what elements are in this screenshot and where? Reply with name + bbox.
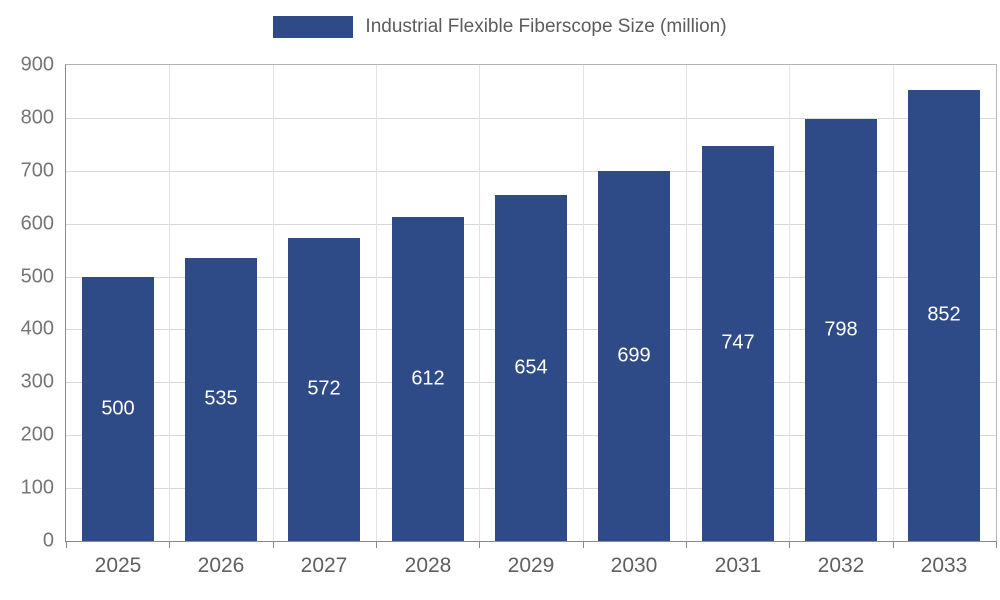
x-axis-tick-label: 2029 (507, 554, 555, 577)
bar-value-label: 798 (824, 318, 858, 341)
x-gridline (893, 65, 894, 541)
x-axis-tick (479, 542, 480, 548)
y-gridline (66, 170, 996, 172)
legend-swatch (273, 16, 354, 38)
y-axis-tick-label: 300 (20, 370, 54, 393)
x-axis-tick-label: 2026 (197, 554, 245, 577)
bar-value-label: 500 (101, 397, 135, 420)
x-axis-tick-label: 2033 (920, 554, 968, 577)
y-axis-tick-label: 800 (20, 106, 54, 129)
x-axis-tick-label: 2025 (94, 554, 142, 577)
plot-area: 0 100 200 300 400 500 600 700 800 900 500 2025 535 20… (21, 54, 997, 577)
x-gridline (273, 65, 274, 541)
bar-value-label: 612 (411, 367, 445, 390)
x-axis-tick-label: 2031 (714, 554, 762, 577)
bar-value-label: 852 (927, 303, 961, 326)
y-axis-tick-label: 400 (20, 317, 54, 340)
x-axis-tick (169, 542, 170, 548)
x-gridline (479, 65, 480, 541)
x-gridline (789, 65, 790, 541)
x-axis-tick-label: 2028 (404, 554, 452, 577)
y-axis-tick-label: 0 (42, 529, 54, 552)
x-axis-tick (66, 542, 67, 548)
y-axis-tick-label: 200 (20, 423, 54, 446)
bar-value-label: 699 (617, 344, 651, 367)
bar-2032[interactable]: 798 (805, 119, 877, 541)
x-axis-tick (583, 542, 584, 548)
bar-value-label: 572 (307, 377, 341, 400)
x-axis-tick (273, 542, 274, 548)
y-axis-tick-label: 100 (20, 476, 54, 499)
bar-value-label: 535 (204, 387, 238, 410)
x-axis-tick (376, 542, 377, 548)
bar-2030[interactable]: 699 (598, 171, 670, 541)
x-gridline (686, 65, 687, 541)
bar-2026[interactable]: 535 (185, 258, 257, 541)
bar-2029[interactable]: 654 (495, 195, 567, 541)
x-axis-tick-label: 2032 (817, 554, 865, 577)
x-axis-tick (686, 542, 687, 548)
x-axis-tick-label: 2027 (300, 554, 348, 577)
legend-label: Industrial Flexible Fiberscope Size (mil… (365, 16, 727, 37)
x-axis-tick (893, 542, 894, 548)
x-axis-tick-label: 2030 (610, 554, 658, 577)
bar-2027[interactable]: 572 (288, 238, 360, 541)
x-axis-tick (789, 542, 790, 548)
bar-2028[interactable]: 612 (392, 217, 464, 541)
y-axis-tick-label: 700 (20, 159, 54, 182)
y-gridline (66, 117, 996, 119)
y-axis-tick-label: 600 (20, 212, 54, 235)
x-gridline (376, 65, 377, 541)
x-gridline (169, 65, 170, 541)
x-gridline (583, 65, 584, 541)
bar-value-label: 747 (721, 331, 755, 354)
y-axis-tick-label: 900 (20, 53, 54, 76)
y-axis-tick-label: 500 (20, 265, 54, 288)
legend[interactable]: Industrial Flexible Fiberscope Size (mil… (0, 16, 1000, 38)
bar-2033[interactable]: 852 (908, 90, 980, 541)
bar-value-label: 654 (514, 356, 548, 379)
x-axis-tick (996, 542, 997, 548)
bar-2031[interactable]: 747 (702, 146, 774, 541)
bar-2025[interactable]: 500 (82, 277, 154, 541)
